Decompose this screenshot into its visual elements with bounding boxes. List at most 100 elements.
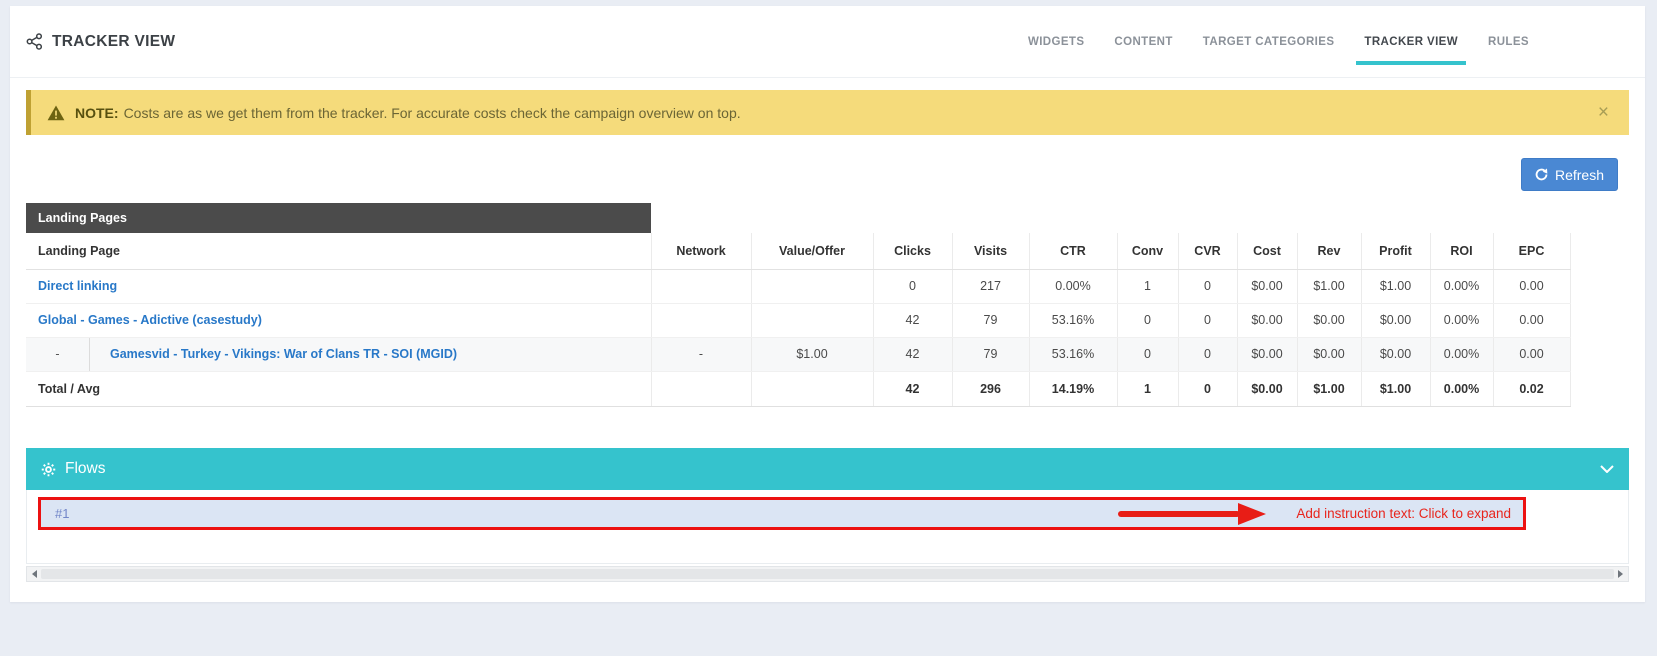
tab-target-categories[interactable]: TARGET CATEGORIES [1202, 35, 1335, 48]
scrollbar-thumb[interactable] [41, 569, 1614, 579]
cell-profit: $1.00 [1361, 269, 1431, 304]
tab-content[interactable]: CONTENT [1114, 35, 1173, 48]
landing-page-link[interactable]: Global - Games - Adictive (casestudy) [38, 313, 262, 327]
landing-page-link[interactable]: Direct linking [38, 279, 118, 293]
cell-rev: $1.00 [1297, 370, 1362, 407]
scroll-right-arrow[interactable] [1618, 570, 1623, 578]
tab-widgets[interactable]: WIDGETS [1027, 35, 1085, 48]
column-header-conv: Conv [1117, 233, 1179, 270]
cell-roi: 0.00% [1430, 269, 1494, 304]
cell-cvr: 0 [1178, 337, 1238, 372]
page-title-group: TRACKER VIEW [26, 33, 175, 51]
share-icon [26, 33, 43, 50]
cell-value-offer [751, 269, 874, 304]
landing-pages-table: Landing Page Network Value/Offer Clicks … [26, 233, 1571, 407]
cell-visits: 217 [952, 269, 1030, 304]
column-header-rev: Rev [1297, 233, 1362, 270]
refresh-button[interactable]: Refresh [1520, 158, 1618, 191]
table-header-row: Landing Page Network Value/Offer Clicks … [26, 233, 1571, 270]
cell-cvr: 0 [1178, 370, 1238, 407]
column-header-roi: ROI [1430, 233, 1494, 270]
annotation-arrow-head [1238, 502, 1267, 525]
cell-clicks: 42 [873, 337, 953, 372]
cell-cost: $0.00 [1237, 337, 1298, 372]
cell-profit: $0.00 [1361, 303, 1431, 338]
note-label: NOTE: [75, 104, 119, 121]
table-row: Direct linking 0 217 0.00% 1 0 $0.00 $1.… [26, 269, 1571, 304]
flow-row[interactable]: #1 Add instruction text: Click to expand [38, 497, 1526, 530]
flows-panel-header[interactable]: Flows [26, 448, 1629, 490]
note-text: Costs are as we get them from the tracke… [123, 104, 741, 121]
column-header-visits: Visits [952, 233, 1030, 270]
cell-network: - [651, 337, 752, 372]
tab-rules[interactable]: RULES [1488, 35, 1529, 48]
cell-cvr: 0 [1178, 269, 1238, 304]
total-label: Total / Avg [26, 370, 652, 407]
cell-conv: 1 [1117, 269, 1179, 304]
annotation-arrow [1118, 510, 1241, 517]
chevron-down-icon[interactable] [1600, 465, 1614, 473]
column-header-landing-page: Landing Page [26, 233, 652, 270]
cell-network [651, 269, 752, 304]
table-row: Global - Games - Adictive (casestudy) 42… [26, 303, 1571, 338]
child-row-prefix: - [26, 337, 90, 371]
tab-tracker-view[interactable]: TRACKER VIEW [1356, 35, 1466, 65]
column-header-cost: Cost [1237, 233, 1298, 270]
cell-profit: $0.00 [1361, 337, 1431, 372]
flows-panel-title: Flows [65, 460, 106, 477]
gear-icon [41, 462, 56, 477]
cell-conv: 0 [1117, 337, 1179, 372]
landing-pages-panel-title: Landing Pages [38, 211, 127, 225]
cell-network [651, 370, 752, 407]
cell-ctr: 14.19% [1029, 370, 1118, 407]
flow-row-label: #1 [55, 506, 70, 521]
cell-value-offer [751, 303, 874, 338]
horizontal-scrollbar[interactable] [26, 566, 1629, 582]
cell-roi: 0.00% [1430, 337, 1494, 372]
cell-profit: $1.00 [1361, 370, 1431, 407]
cell-epc: 0.00 [1493, 303, 1571, 338]
scroll-left-arrow[interactable] [32, 570, 37, 578]
landing-pages-panel-header: Landing Pages [26, 203, 651, 233]
cell-network [651, 303, 752, 338]
landing-pages-table-wrap: Landing Page Network Value/Offer Clicks … [26, 233, 1571, 407]
close-icon[interactable]: × [1597, 102, 1609, 123]
cell-rev: $1.00 [1297, 269, 1362, 304]
cell-conv: 0 [1117, 303, 1179, 338]
cell-value-offer: $1.00 [751, 337, 874, 372]
landing-page-link[interactable]: Gamesvid - Turkey - Vikings: War of Clan… [110, 347, 458, 361]
cell-epc: 0.02 [1493, 370, 1571, 407]
table-total-row: Total / Avg 42 296 14.19% 1 0 $0.00 $1.0… [26, 370, 1571, 407]
column-header-profit: Profit [1361, 233, 1431, 270]
flows-panel-body: #1 Add instruction text: Click to expand [26, 490, 1629, 564]
column-header-value-offer: Value/Offer [751, 233, 874, 270]
table-row-child: - Gamesvid - Turkey - Vikings: War of Cl… [26, 337, 1571, 372]
column-header-cvr: CVR [1178, 233, 1238, 270]
annotation-group: Add instruction text: Click to expand [1118, 502, 1523, 525]
cell-rev: $0.00 [1297, 337, 1362, 372]
tab-bar: WIDGETS CONTENT TARGET CATEGORIES TRACKE… [1027, 35, 1629, 65]
refresh-label: Refresh [1554, 166, 1604, 183]
cell-cost: $0.00 [1237, 269, 1298, 304]
cell-roi: 0.00% [1430, 303, 1494, 338]
cell-cost: $0.00 [1237, 370, 1298, 407]
cell-visits: 79 [952, 303, 1030, 338]
cell-ctr: 53.16% [1029, 303, 1118, 338]
main-card: TRACKER VIEW WIDGETS CONTENT TARGET CATE… [10, 6, 1645, 602]
page-title: TRACKER VIEW [52, 32, 176, 50]
cell-ctr: 0.00% [1029, 269, 1118, 304]
column-header-network: Network [651, 233, 752, 270]
cell-clicks: 42 [873, 370, 953, 407]
warning-icon [47, 105, 65, 121]
cell-clicks: 0 [873, 269, 953, 304]
page-header: TRACKER VIEW WIDGETS CONTENT TARGET CATE… [10, 6, 1645, 78]
cell-cvr: 0 [1178, 303, 1238, 338]
cell-ctr: 53.16% [1029, 337, 1118, 372]
cell-visits: 296 [952, 370, 1030, 407]
column-header-epc: EPC [1493, 233, 1571, 270]
cell-rev: $0.00 [1297, 303, 1362, 338]
column-header-clicks: Clicks [873, 233, 953, 270]
cell-clicks: 42 [873, 303, 953, 338]
note-banner: NOTE: Costs are as we get them from the … [26, 90, 1629, 135]
cell-visits: 79 [952, 337, 1030, 372]
